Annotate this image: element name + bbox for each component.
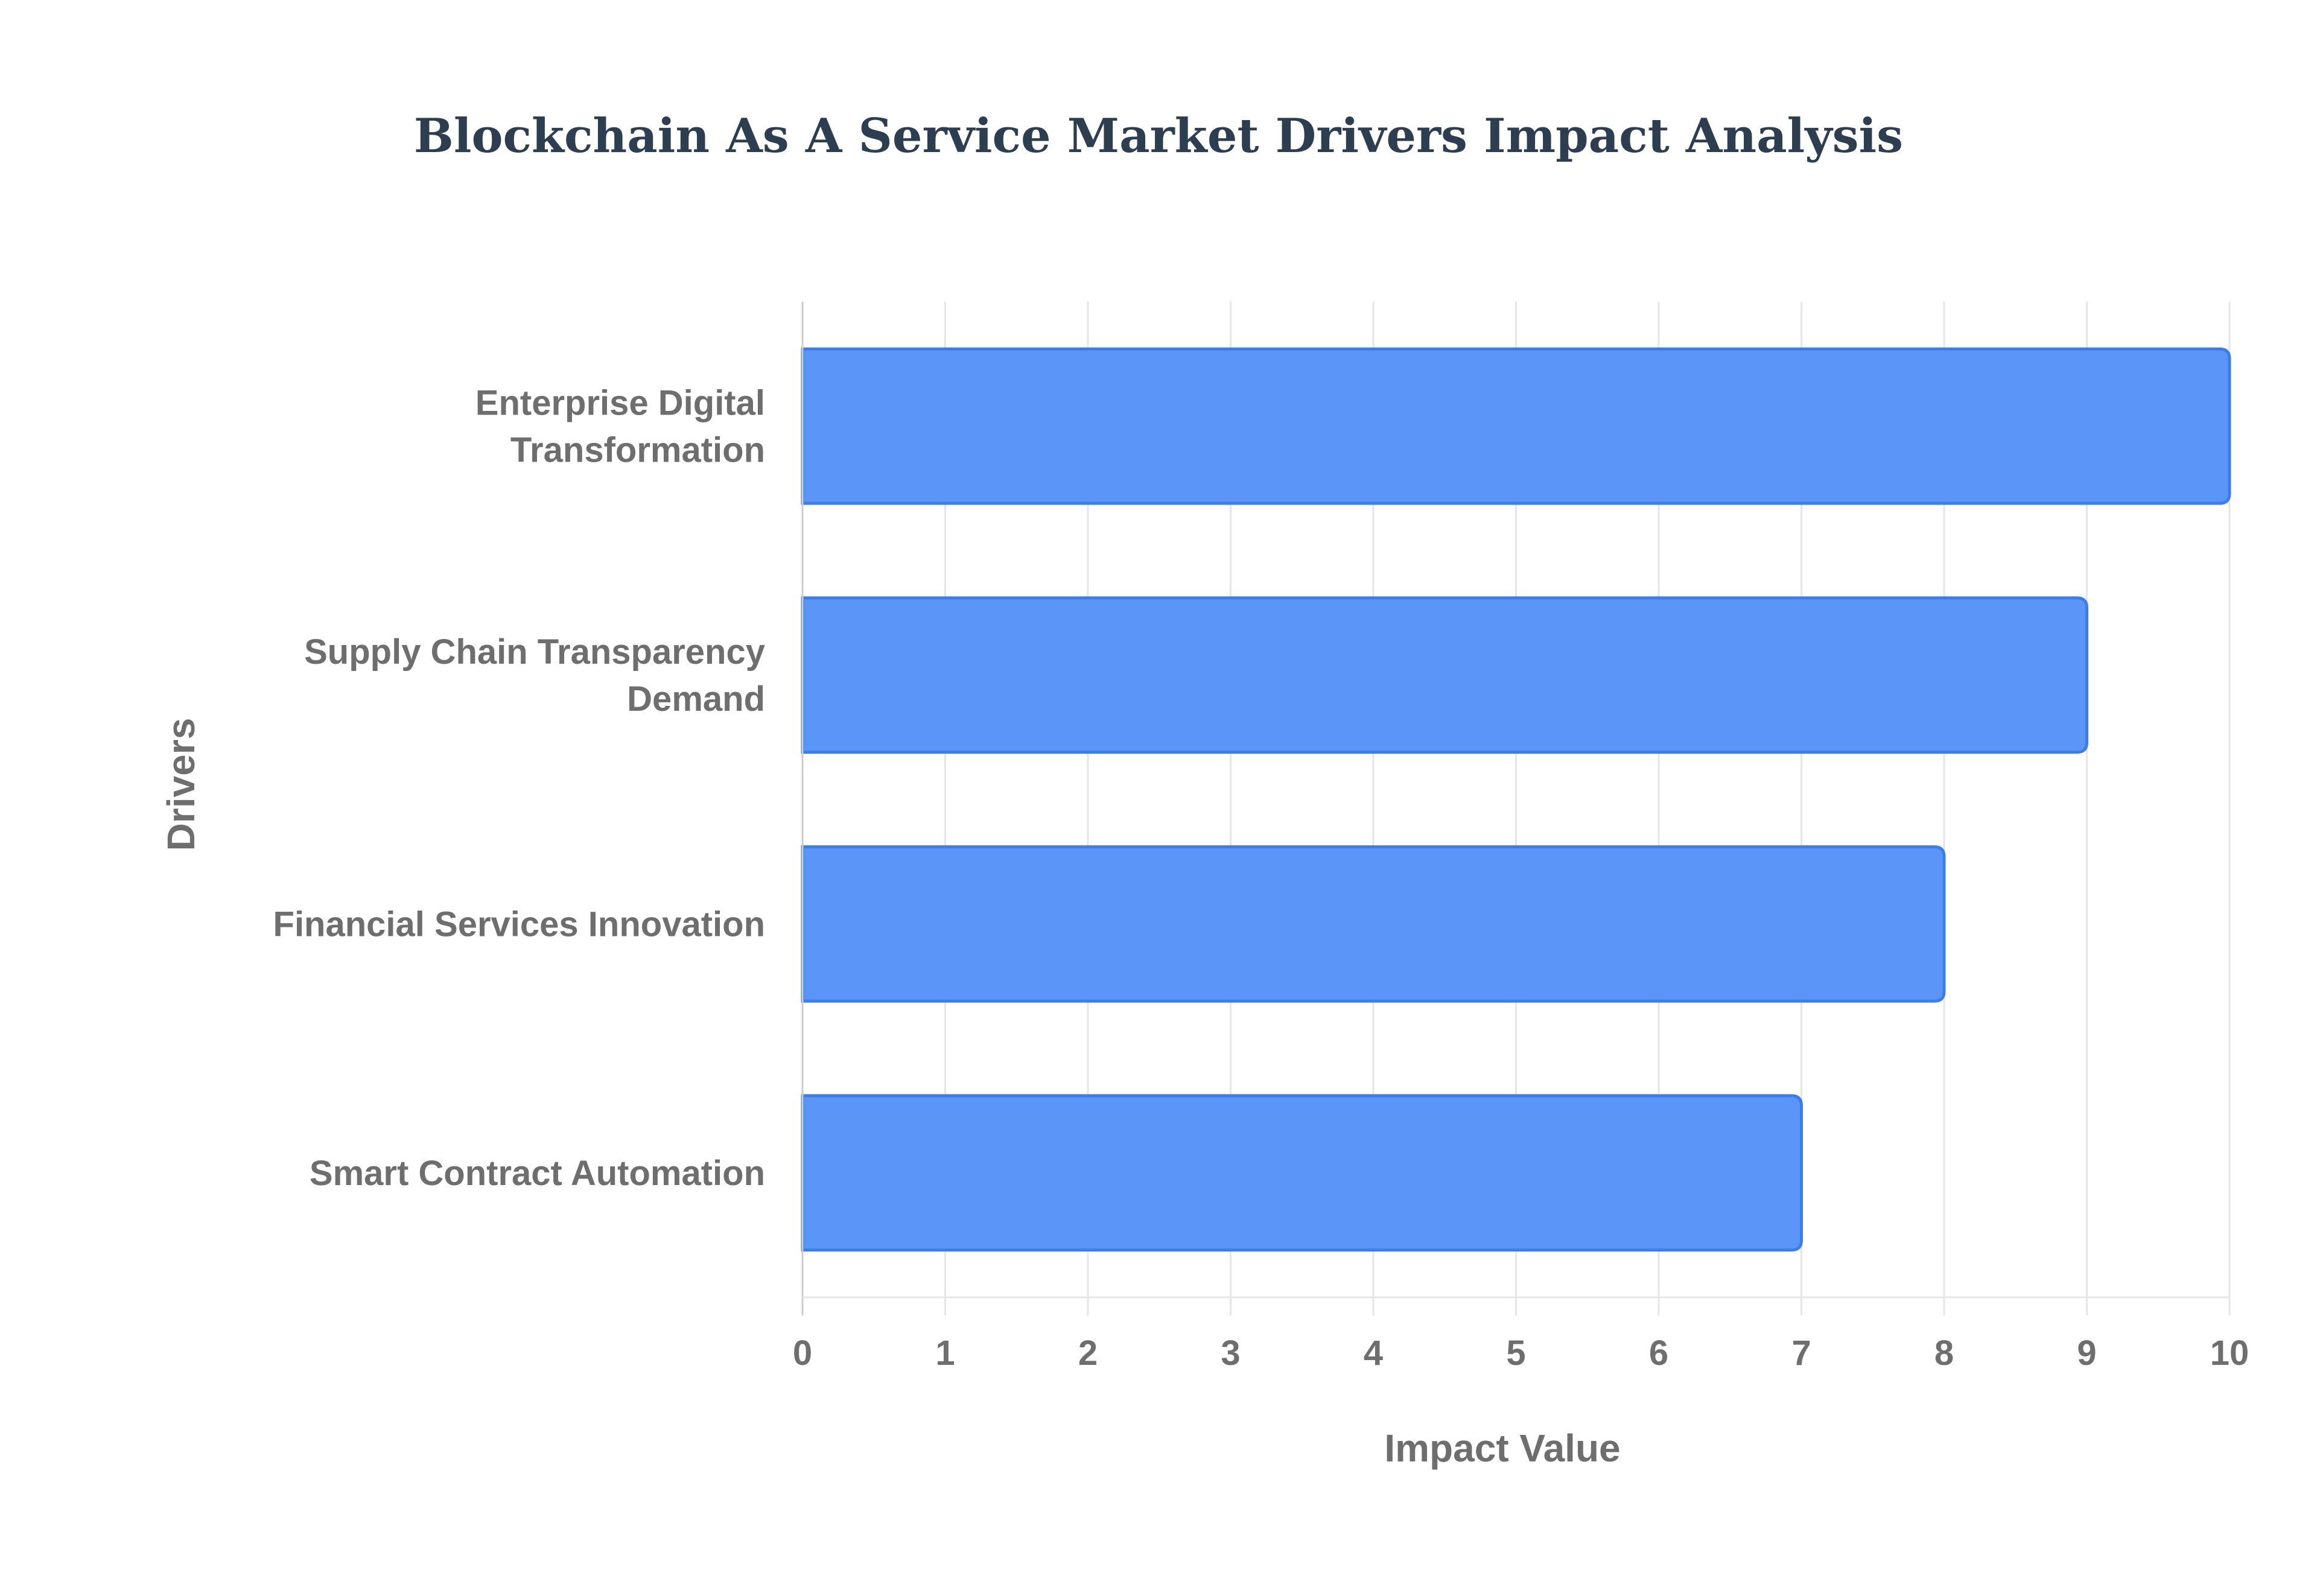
bar[interactable] bbox=[801, 845, 1946, 1003]
axes bbox=[801, 302, 2230, 1315]
x-tick-label: 2 bbox=[1078, 1334, 1098, 1373]
y-axis-title: Drivers bbox=[159, 718, 203, 851]
x-tick-label: 6 bbox=[1649, 1334, 1668, 1373]
bars bbox=[801, 347, 2231, 1252]
x-tick-labels: 0 1 2 3 4 5 6 7 8 9 10 bbox=[793, 1334, 2249, 1373]
chart-title: Blockchain As A Service Market Drivers I… bbox=[414, 109, 1903, 164]
x-tick-label: 10 bbox=[2210, 1334, 2249, 1373]
bar[interactable] bbox=[801, 1094, 1803, 1252]
x-axis-title: Impact Value bbox=[1384, 1426, 1620, 1470]
x-tick-label: 7 bbox=[1791, 1334, 1811, 1373]
category-label: Enterprise Digital Transformation bbox=[475, 383, 765, 469]
x-tick-label: 4 bbox=[1364, 1334, 1383, 1373]
x-tick-label: 8 bbox=[1934, 1334, 1954, 1373]
bar[interactable] bbox=[801, 596, 2088, 754]
x-tick-label: 3 bbox=[1221, 1334, 1240, 1373]
category-label: Supply Chain Transparency Demand bbox=[304, 632, 765, 719]
category-label: Smart Contract Automation bbox=[310, 1154, 765, 1193]
bar[interactable] bbox=[801, 347, 2231, 505]
x-tick-label: 9 bbox=[2077, 1334, 2096, 1373]
category-label: Financial Services Innovation bbox=[273, 905, 765, 944]
category-labels: Enterprise Digital Transformation Supply C… bbox=[273, 383, 765, 1193]
x-tick-label: 1 bbox=[935, 1334, 955, 1373]
x-tick-label: 0 bbox=[793, 1334, 812, 1373]
x-tick-label: 5 bbox=[1506, 1334, 1525, 1373]
